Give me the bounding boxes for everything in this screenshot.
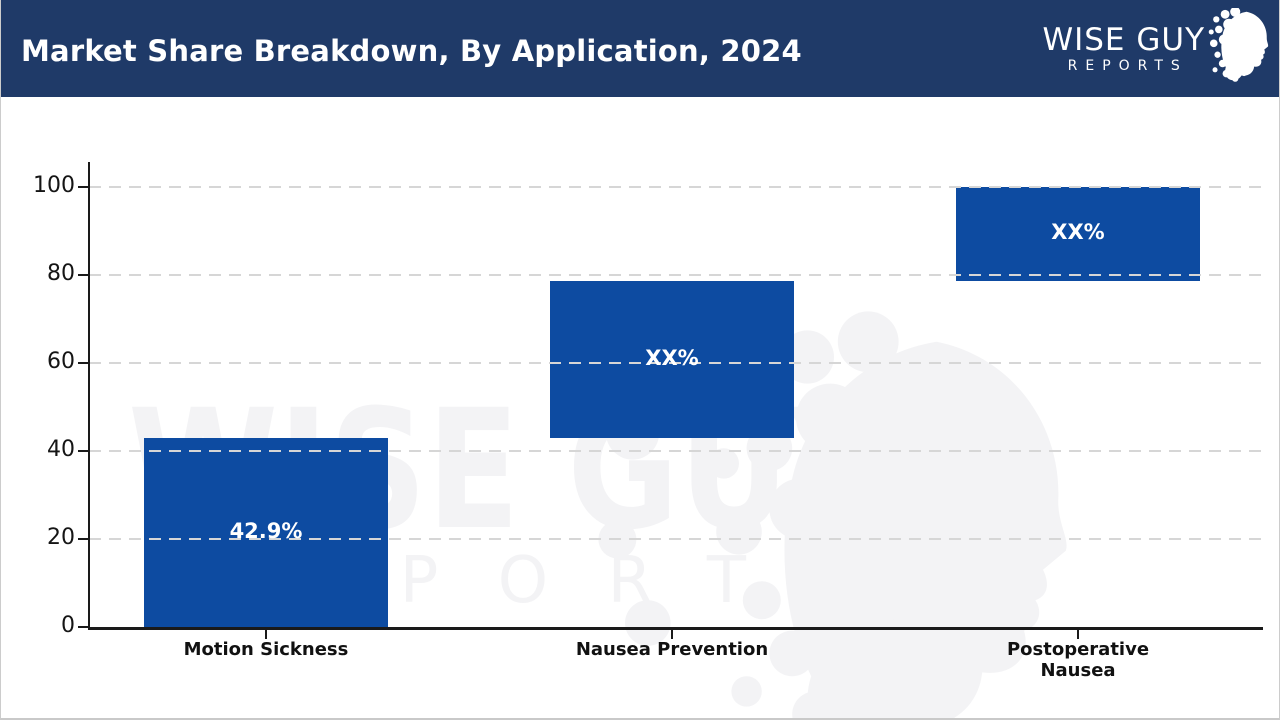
x-tick-mark <box>671 630 673 639</box>
brand-logo: WISE GUY REPORTS <box>1042 6 1271 92</box>
y-tick-label: 20 <box>47 525 75 550</box>
gridline <box>89 538 1263 540</box>
y-tick-label: 100 <box>33 173 75 198</box>
x-axis <box>88 627 1263 630</box>
y-tick-label: 80 <box>47 261 75 286</box>
y-tick-mark <box>78 450 89 452</box>
brand-name: WISE GUY <box>1042 22 1205 58</box>
y-tick-mark <box>78 538 89 540</box>
x-category-label: Nausea Prevention <box>575 639 769 660</box>
bar-value-label: XX% <box>645 345 699 370</box>
bar[interactable] <box>956 187 1200 282</box>
y-tick-mark <box>78 626 89 628</box>
gridline <box>89 274 1263 276</box>
y-tick-label: 60 <box>47 349 75 374</box>
gridline <box>89 450 1263 452</box>
header-bar: Market Share Breakdown, By Application, … <box>1 0 1279 97</box>
y-tick-mark <box>78 186 89 188</box>
bar[interactable] <box>144 438 388 627</box>
x-tick-mark <box>1077 630 1079 639</box>
y-axis <box>88 162 90 629</box>
page-title: Market Share Breakdown, By Application, … <box>21 34 802 68</box>
x-category-label: Motion Sickness <box>183 639 349 660</box>
brand-logo-text: WISE GUY REPORTS <box>1042 22 1205 75</box>
y-tick-label: 0 <box>61 613 75 638</box>
bar-value-label: XX% <box>1051 220 1105 245</box>
x-tick-mark <box>265 630 267 639</box>
bar-value-label: 42.9% <box>229 518 303 543</box>
brand-face-icon <box>1208 8 1269 82</box>
y-tick-mark <box>78 362 89 364</box>
y-tick-label: 40 <box>47 437 75 462</box>
y-tick-mark <box>78 274 89 276</box>
gridline <box>89 186 1263 188</box>
brand-subtitle: REPORTS <box>1067 58 1188 74</box>
x-category-label: Postoperative Nausea <box>1006 639 1150 681</box>
